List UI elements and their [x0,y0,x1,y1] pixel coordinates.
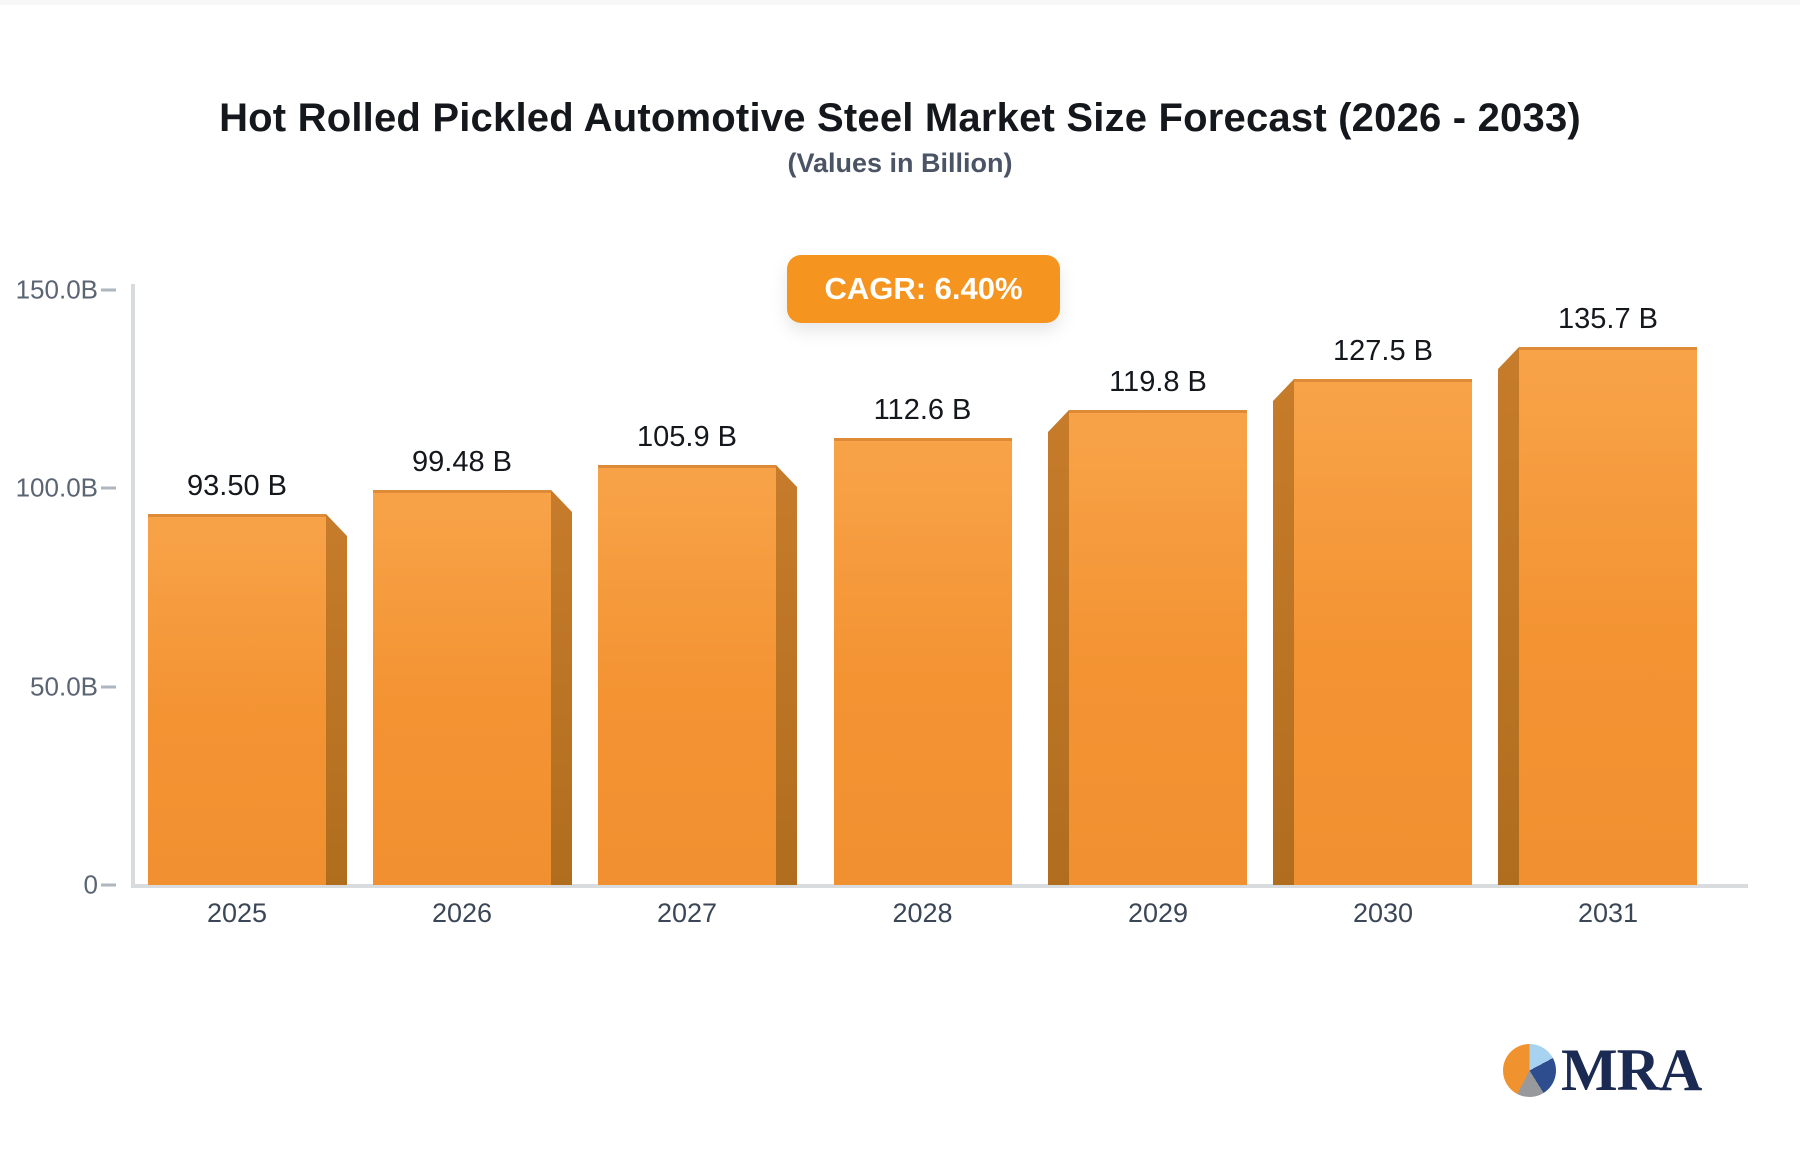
cagr-badge: CAGR: 6.40% [787,255,1060,323]
x-tick-label: 2029 [1127,898,1189,928]
bar-value-label: 112.6 B [873,394,972,426]
bar-side-face-2029 [1048,410,1069,885]
x-tick-label: 2030 [1352,898,1414,928]
bar-2030 [1294,379,1472,885]
x-tick-label: 2027 [656,898,718,928]
bar-value-label: 135.7 B [1558,303,1658,335]
y-tick-mark [101,486,116,490]
y-axis-line [131,284,135,886]
bar-value-label: 99.48 B [412,446,512,478]
bar-2031 [1519,347,1697,885]
x-tick-label: 2031 [1577,898,1639,928]
bar-side-face-2026 [551,490,572,885]
y-tick-mark [101,685,116,689]
bar-2029 [1069,410,1247,885]
x-tick-label: 2025 [206,898,268,928]
y-tick-mark [101,288,116,292]
bar-2025 [148,514,326,885]
x-axis-line [131,884,1748,888]
chart-subtitle: (Values in Billion) [787,148,1013,178]
cagr-badge-label: CAGR: 6.40% [824,271,1023,306]
bar-2027 [598,465,776,885]
bar-value-label: 105.9 B [637,421,737,453]
bar-side-face-2031 [1498,347,1519,885]
x-tick-label: 2028 [892,898,953,928]
y-tick-label: 150.0B [15,274,98,305]
bar-side-face-2027 [776,465,797,885]
brand-logo-text: MRA [1561,1037,1702,1103]
y-tick-mark [101,883,116,887]
bar-side-face-2030 [1273,379,1294,885]
bar-value-label: 127.5 B [1333,335,1433,367]
y-tick-label: 0 [83,869,98,900]
y-tick-label: 100.0B [15,472,98,503]
brand-logo: MRA [1503,1037,1702,1103]
chart-title: Hot Rolled Pickled Automotive Steel Mark… [219,96,1581,140]
bar-value-label: 119.8 B [1109,366,1207,398]
pie-chart-logo-icon [1503,1043,1556,1097]
x-tick-label: 2026 [431,898,493,928]
y-tick-label: 50.0B [30,671,98,702]
bar-2028 [833,438,1012,885]
bar-side-face-2025 [326,514,347,885]
page-top-edge [0,0,1800,5]
bar-2026 [373,490,551,885]
bar-value-label: 93.50 B [187,470,287,502]
